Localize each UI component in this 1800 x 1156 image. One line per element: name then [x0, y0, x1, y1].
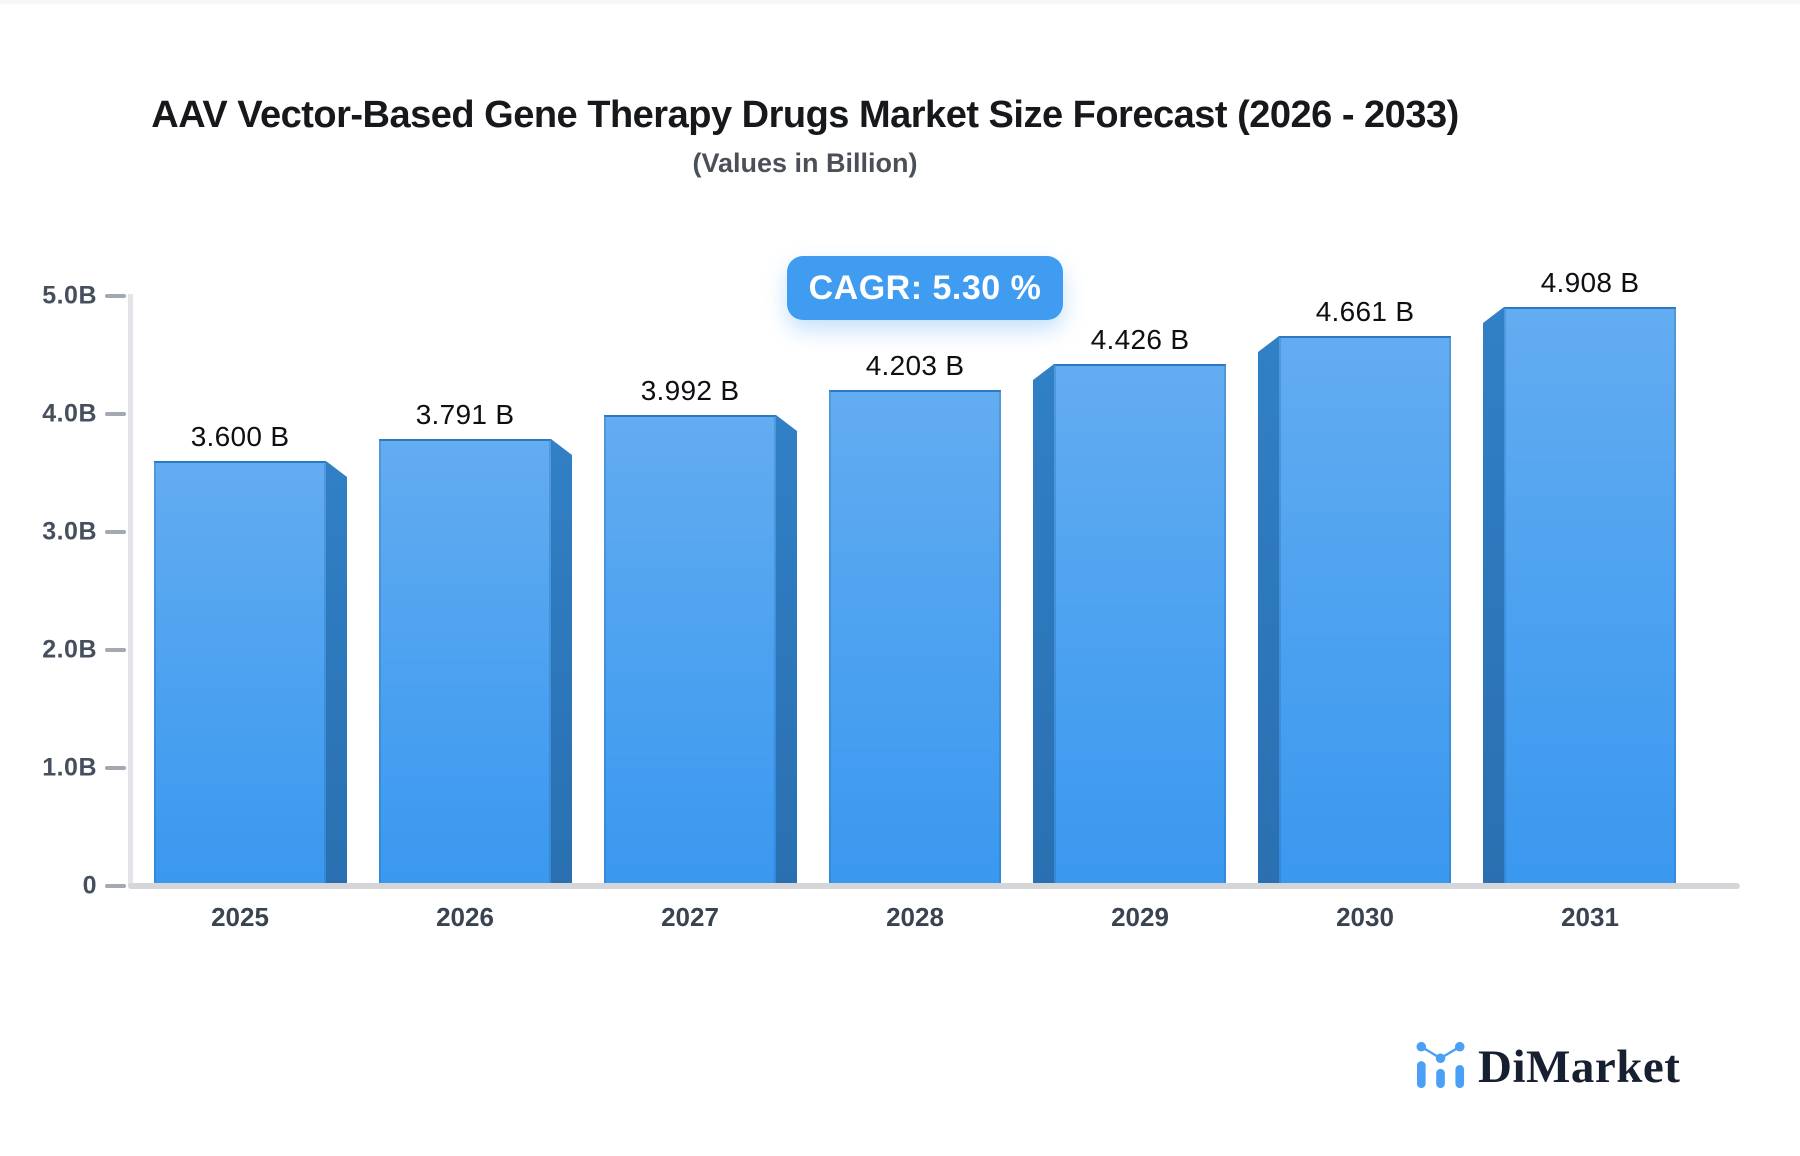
cagr-badge-label: CAGR: 5.30 % [808, 268, 1042, 307]
bar-2028[interactable] [829, 390, 1001, 886]
bar-value-label: 3.992 B [640, 375, 740, 406]
y-axis-tick-mark [105, 530, 126, 534]
y-axis-tick-label: 5.0B [42, 281, 97, 310]
bar-value-label: 3.600 B [190, 421, 290, 452]
bar-value-label: 3.791 B [415, 399, 515, 430]
brand-logo-text: DiMarket [1478, 1041, 1681, 1093]
top-border-band [0, 0, 1800, 4]
cagr-badge: CAGR: 5.30 % [787, 256, 1063, 320]
bar-value-label: 4.426 B [1090, 324, 1190, 355]
bar-line-chart-icon [1416, 1041, 1465, 1089]
bar-3d-side [1033, 364, 1054, 886]
y-axis-tick-label: 4.0B [42, 399, 97, 428]
bar-3d-side [1483, 307, 1504, 886]
y-axis-tick-mark [105, 766, 126, 770]
bar-2025[interactable] [154, 461, 326, 886]
bar-value-label: 4.661 B [1315, 296, 1415, 327]
y-axis-tick-label: 0 [82, 871, 97, 900]
bar-3d-side [551, 439, 572, 886]
y-axis-tick-label: 3.0B [42, 517, 97, 546]
chart-subtitle: (Values in Billion) [692, 148, 918, 178]
x-axis-label-2030: 2030 [1336, 902, 1394, 932]
bar-2030[interactable] [1279, 336, 1451, 886]
x-axis-label-2031: 2031 [1561, 902, 1619, 932]
x-axis-label-2028: 2028 [886, 902, 944, 932]
y-axis-tick-label: 1.0B [42, 753, 97, 782]
bar-2031[interactable] [1504, 307, 1676, 886]
bar-value-label: 4.203 B [865, 350, 965, 381]
bar-value-label: 4.908 B [1540, 267, 1640, 298]
bar-2029[interactable] [1054, 364, 1226, 886]
y-axis-tick-mark [105, 648, 126, 652]
y-axis-tick-label: 2.0B [42, 635, 97, 664]
bar-3d-side [776, 415, 797, 886]
chart-title: AAV Vector-Based Gene Therapy Drugs Mark… [151, 94, 1459, 136]
y-axis-tick-mark [105, 294, 126, 298]
x-axis-label-2025: 2025 [211, 902, 269, 932]
x-axis-line [128, 883, 1740, 889]
bar-3d-side [326, 461, 347, 886]
x-axis-label-2029: 2029 [1111, 902, 1169, 932]
x-axis-label-2026: 2026 [436, 902, 494, 932]
x-axis-label-2027: 2027 [661, 902, 719, 932]
y-axis-line [128, 294, 133, 886]
y-axis-tick-mark [105, 884, 126, 888]
brand-logo[interactable]: DiMarket [1414, 1040, 1680, 1091]
y-axis-tick-mark [105, 412, 126, 416]
bar-2027[interactable] [604, 415, 776, 886]
bar-3d-side [1258, 336, 1279, 886]
bar-2026[interactable] [379, 439, 551, 886]
